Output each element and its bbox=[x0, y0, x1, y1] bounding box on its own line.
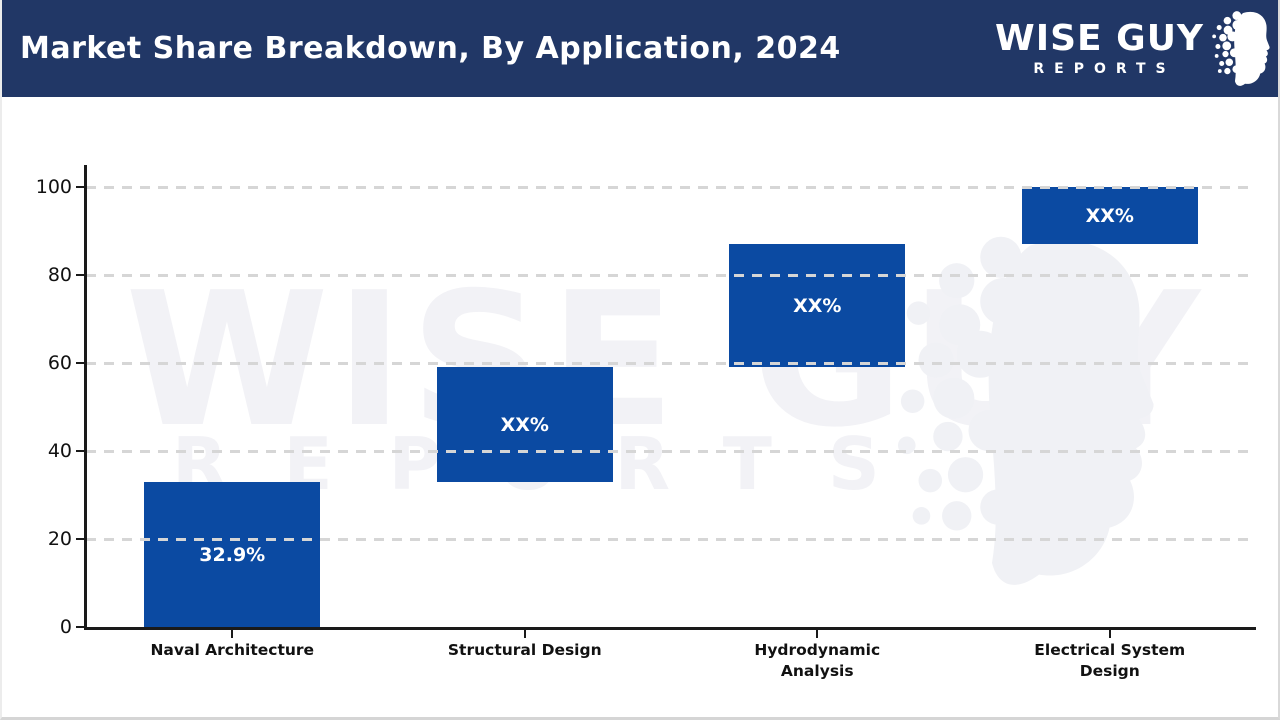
gridline bbox=[86, 362, 1256, 365]
x-tick bbox=[816, 629, 819, 638]
page-title: Market Share Breakdown, By Application, … bbox=[20, 31, 841, 66]
gridline bbox=[86, 274, 1256, 277]
waterfall-bar: XX% bbox=[436, 367, 613, 483]
header-band: Market Share Breakdown, By Application, … bbox=[0, 0, 1280, 97]
waterfall-bar: 32.9% bbox=[144, 482, 321, 627]
category-label: Hydrodynamic Analysis bbox=[754, 641, 881, 680]
y-tick bbox=[76, 362, 85, 364]
y-tick-label: 40 bbox=[47, 440, 72, 462]
y-tick-label: 20 bbox=[47, 528, 72, 550]
y-tick bbox=[76, 538, 85, 540]
y-axis-spine bbox=[84, 165, 87, 630]
bar-value-label: XX% bbox=[793, 294, 842, 317]
brand-name: WISE GUY bbox=[994, 17, 1204, 59]
y-tick-label: 80 bbox=[47, 264, 72, 286]
brand-subname: REPORTS bbox=[1033, 60, 1176, 77]
brand-logo-text: WISE GUY REPORTS bbox=[994, 17, 1204, 77]
y-tick bbox=[76, 450, 85, 452]
x-tick bbox=[1108, 629, 1111, 638]
y-tick bbox=[76, 186, 85, 188]
category-label: Structural Design bbox=[447, 641, 602, 659]
face-profile-icon bbox=[1212, 10, 1270, 86]
gridline bbox=[86, 450, 1256, 453]
x-axis-spine bbox=[84, 627, 1256, 630]
y-tick-label: 100 bbox=[35, 176, 72, 198]
category-label: Naval Architecture bbox=[150, 641, 315, 659]
y-tick bbox=[76, 626, 85, 628]
bar-value-label: 32.9% bbox=[199, 543, 266, 566]
category-label: Electrical System Design bbox=[1034, 641, 1186, 680]
x-tick bbox=[523, 629, 526, 638]
y-tick-label: 60 bbox=[47, 352, 72, 374]
y-tick bbox=[76, 274, 85, 276]
y-tick-label: 0 bbox=[59, 616, 72, 638]
gridline bbox=[86, 538, 1256, 541]
x-tick bbox=[231, 629, 234, 638]
watermark-face-icon bbox=[886, 236, 1154, 585]
gridline bbox=[86, 186, 1256, 189]
bar-value-label: XX% bbox=[1085, 204, 1134, 227]
waterfall-bar: XX% bbox=[1021, 187, 1198, 245]
brand-logo: WISE GUY REPORTS bbox=[995, 8, 1272, 90]
waterfall-bar: XX% bbox=[729, 244, 906, 368]
bar-value-label: XX% bbox=[500, 413, 549, 436]
